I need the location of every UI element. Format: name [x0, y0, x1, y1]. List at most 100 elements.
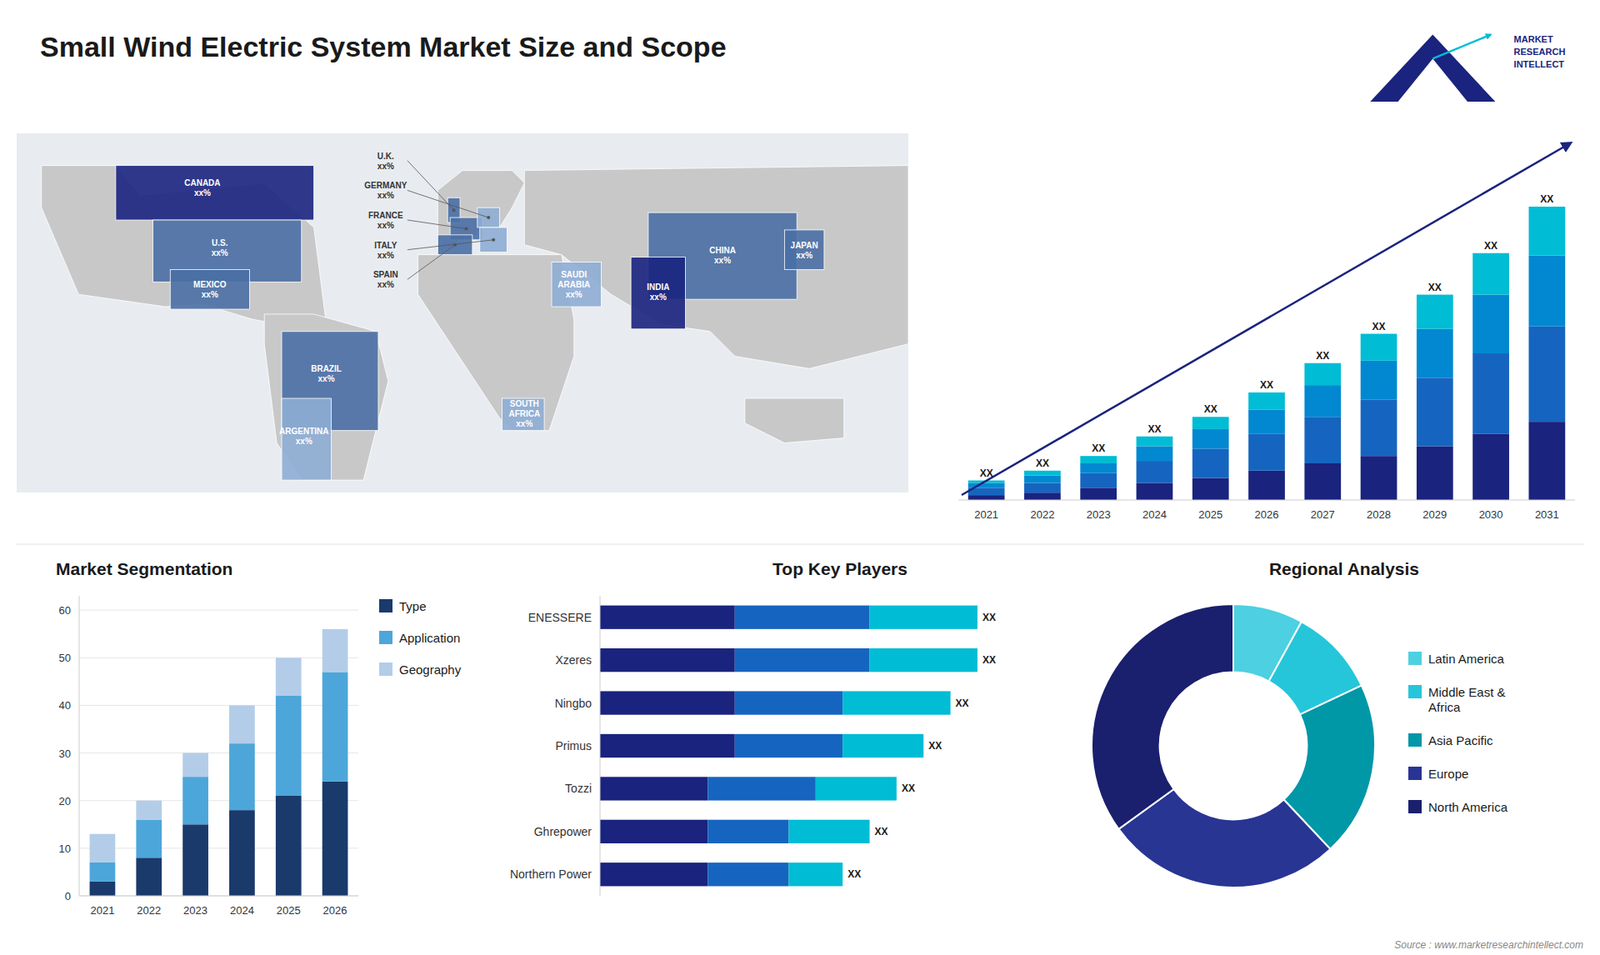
bar-segment: [842, 734, 924, 758]
data-label: XX: [1484, 240, 1498, 252]
map-leader-line: [407, 220, 467, 229]
bar-segment: [182, 753, 209, 778]
bar-segment: [322, 629, 349, 672]
y-tick-label: 10: [59, 841, 71, 855]
donut-slice: [1091, 604, 1234, 830]
bar-segment: [1472, 434, 1510, 500]
bar-segment: [1248, 392, 1285, 410]
source-text: Source : www.marketresearchintellect.com: [1394, 939, 1584, 951]
legend-swatch: [379, 630, 393, 645]
legend: TypeApplicationGeography: [379, 599, 462, 677]
bar-segment: [90, 834, 116, 863]
bar-segment: [1304, 363, 1341, 385]
x-tick-label: 2027: [1310, 508, 1335, 521]
logo-triangle: [1370, 35, 1495, 102]
y-tick-label: Ningbo: [555, 696, 593, 710]
bar-segment: [788, 862, 843, 886]
bar-segment: [322, 671, 349, 781]
donut: [1091, 604, 1375, 888]
y-tick-label: Northern Power: [510, 867, 592, 881]
x-tick-label: 2026: [323, 904, 348, 917]
legend-label: Type: [399, 599, 427, 614]
bar-segment: [1529, 255, 1566, 327]
bar-segment: [1080, 455, 1117, 464]
logo-triangle-inner: [1398, 58, 1468, 102]
bar-segment: [1472, 295, 1510, 354]
bar-segment: [1192, 416, 1230, 430]
bar-segment: [275, 657, 302, 696]
bar-segment: [870, 648, 978, 672]
data-label: XX: [982, 654, 996, 666]
x-tick-label: 2022: [1030, 508, 1055, 521]
bar-segment: [600, 776, 708, 800]
bar-segment: [870, 605, 978, 630]
bar-segment: [600, 648, 735, 672]
ocean: [16, 133, 909, 493]
bar-segment: [735, 648, 870, 672]
background: [0, 0, 1600, 955]
bar-segment: [1024, 482, 1061, 493]
bar-segment: [735, 605, 870, 630]
x-tick-label: 2024: [230, 904, 255, 917]
figure: Small Wind Electric System Market Size a…: [0, 0, 1600, 955]
figure-title: Small Wind Electric System Market Size a…: [40, 30, 727, 63]
bar-segment: [600, 605, 735, 630]
y-tick-label: 20: [59, 794, 71, 807]
bar-segment: [275, 795, 302, 896]
grid-line: [79, 752, 359, 754]
data-label: XX: [1428, 281, 1442, 294]
y-tick-label: 50: [59, 651, 71, 665]
bar-segment: [1080, 473, 1117, 489]
bar-segment: [1192, 448, 1230, 478]
legend-label: Application: [399, 630, 460, 645]
map-label: SOUTHAFRICAxx%: [508, 398, 540, 428]
bar-segment: [1360, 360, 1398, 400]
grid-line: [79, 800, 359, 801]
y-tick-label: Primus: [555, 739, 592, 753]
legend-swatch: [1408, 651, 1422, 665]
bar-segment: [275, 695, 302, 796]
bar-segment: [1529, 206, 1566, 256]
y-tick-label: 60: [59, 604, 71, 617]
x-tick-label: 2024: [1142, 508, 1167, 521]
map-label: U.S.xx%: [211, 237, 229, 257]
x-tick-label: 2028: [1366, 508, 1391, 521]
legend: Latin AmericaMiddle East &AfricaAsia Pac…: [1408, 651, 1509, 815]
grid-line: [79, 610, 359, 611]
bar-segment: [788, 820, 870, 844]
bar-segment: [707, 862, 789, 886]
map-label: SPAINxx%: [373, 270, 399, 290]
y-tick-label: Ghrepower: [534, 825, 593, 839]
country-shape: [281, 398, 331, 480]
x-tick-label: 2023: [183, 904, 208, 917]
bar-segment: [968, 495, 1005, 500]
bar-segment: [1136, 445, 1174, 461]
map-label: ITALYxx%: [374, 240, 398, 260]
bar-segment: [322, 781, 349, 896]
bars: [90, 629, 349, 896]
map-label: GERMANYxx%: [364, 180, 407, 200]
bar-segment: [1136, 460, 1174, 483]
x-tick-label: 2025: [276, 904, 301, 917]
bar-segment: [600, 862, 708, 886]
legend-label: Middle East &Africa: [1428, 685, 1506, 715]
bar-segment: [1416, 329, 1454, 379]
bars: [968, 206, 1565, 500]
bar-segment: [842, 690, 950, 715]
country-shape: [630, 257, 685, 330]
bar-segment: [1024, 470, 1061, 476]
country-shape: [784, 230, 825, 270]
legend-label: Latin America: [1428, 651, 1505, 666]
bar-segment: [1360, 455, 1398, 500]
map-leader-dot: [464, 226, 468, 230]
chart-title: Regional Analysis: [1269, 559, 1420, 579]
map-leader-dot: [486, 215, 490, 220]
bar-segment: [1472, 253, 1510, 295]
land: [524, 165, 909, 370]
map-label: U.K.xx%: [377, 150, 395, 170]
bar-segment: [735, 734, 843, 758]
data-label: XX: [847, 868, 861, 880]
map-leader-dot: [452, 208, 456, 212]
country-shape: [480, 227, 508, 253]
legend-swatch: [1408, 766, 1422, 780]
